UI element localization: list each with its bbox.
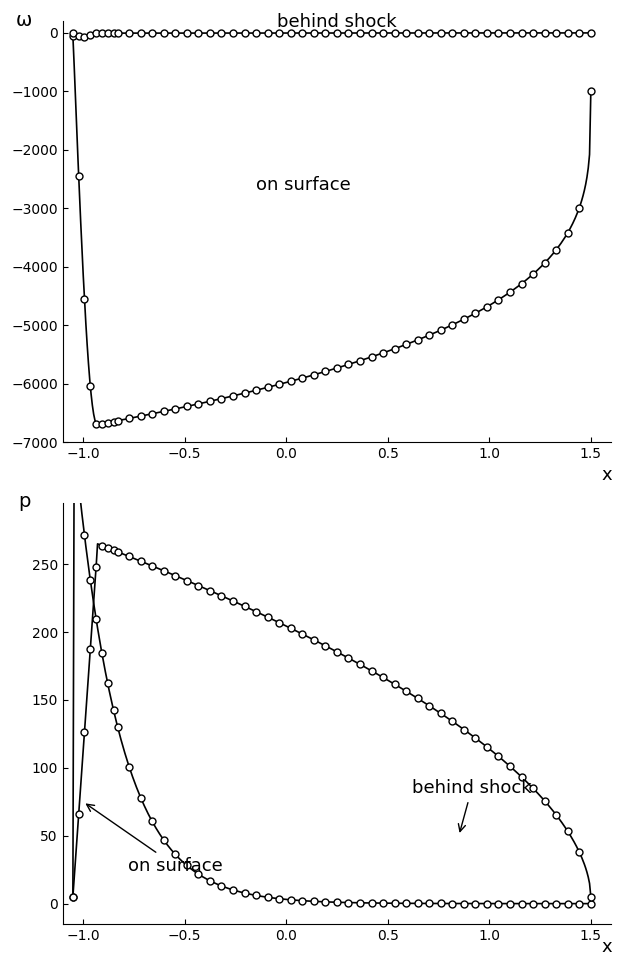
Y-axis label: p: p <box>18 493 31 512</box>
Y-axis label: ω: ω <box>16 11 32 30</box>
Text: x: x <box>602 938 612 955</box>
Text: x: x <box>602 466 612 484</box>
Text: behind shock: behind shock <box>277 13 397 31</box>
Text: on surface: on surface <box>87 804 223 874</box>
Text: on surface: on surface <box>256 175 351 194</box>
Text: behind shock: behind shock <box>412 779 532 832</box>
